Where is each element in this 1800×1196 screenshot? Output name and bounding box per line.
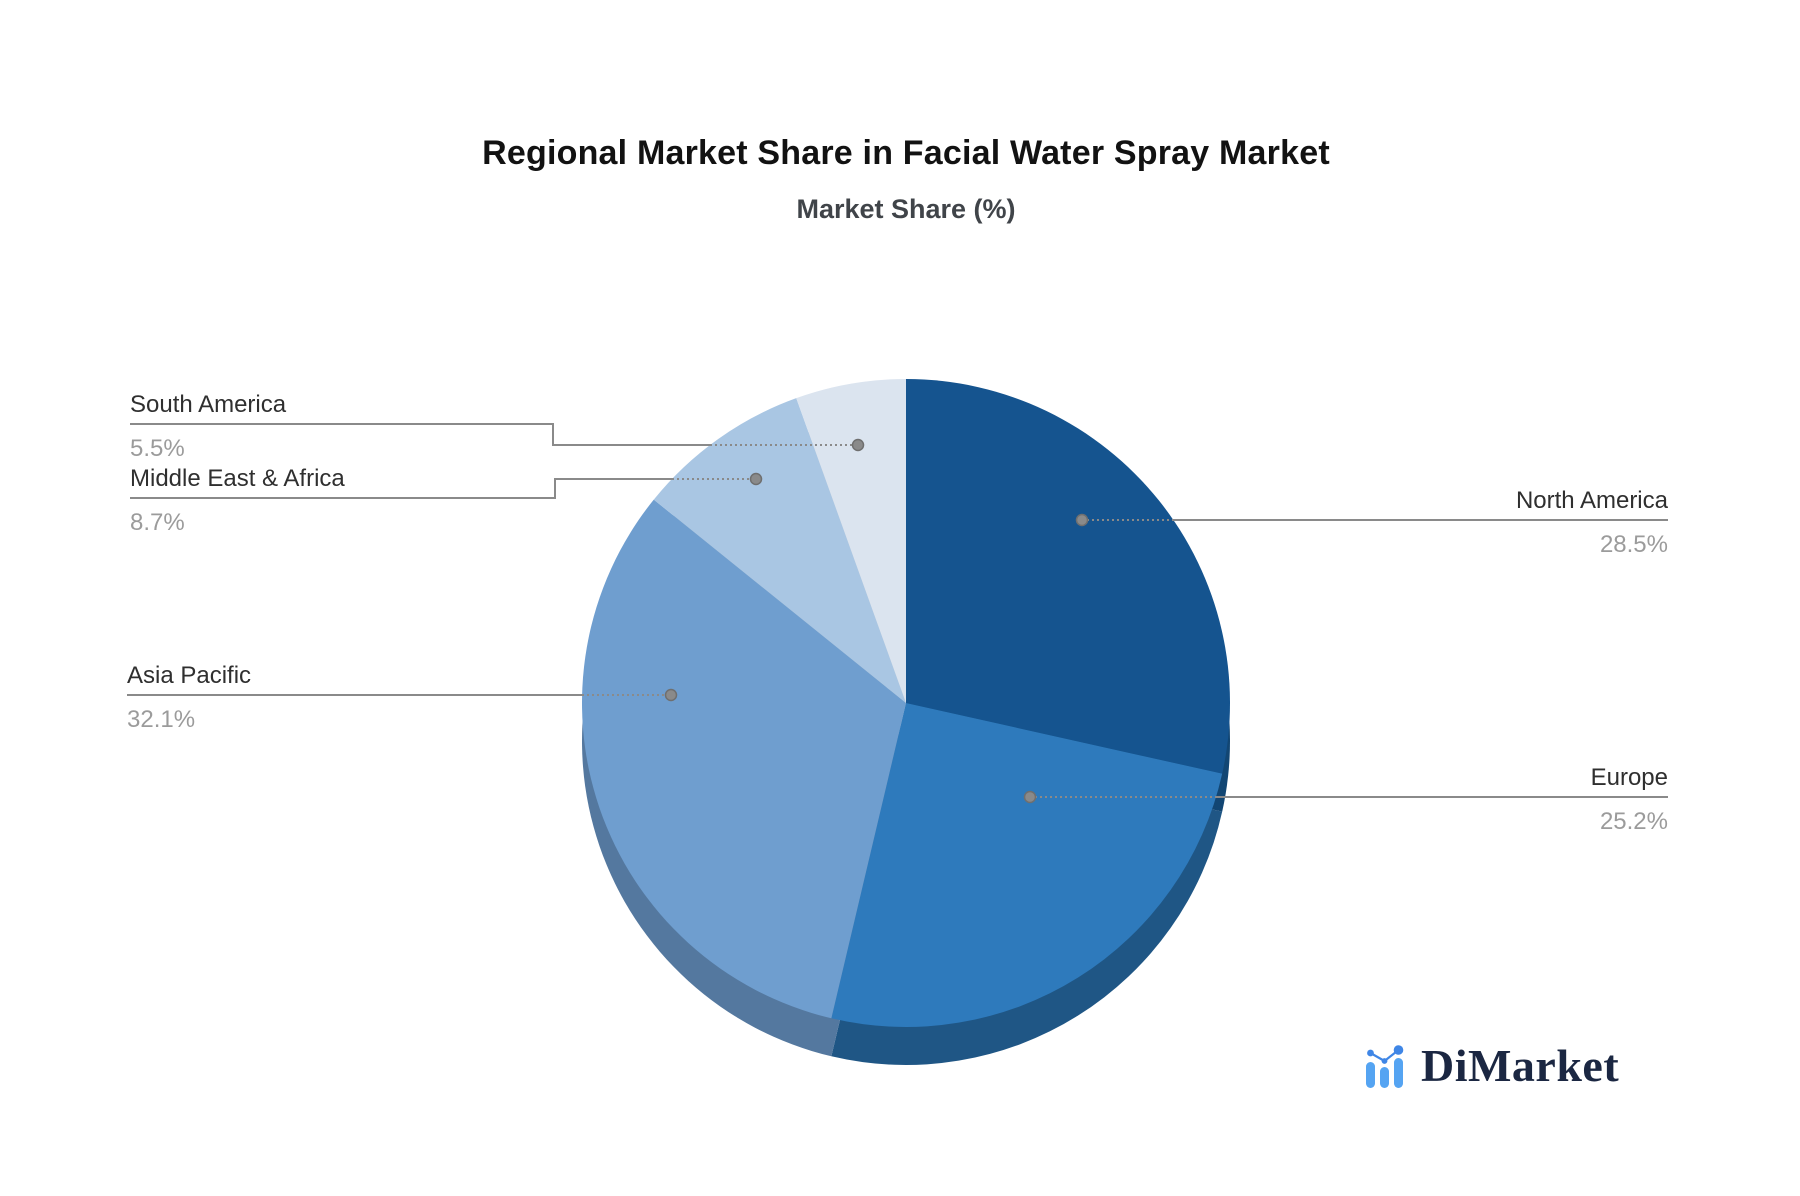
brand-logo: DiMarket — [1362, 1042, 1619, 1090]
slice-label-south-america: South America — [130, 391, 287, 418]
chart-title: Regional Market Share in Facial Water Sp… — [482, 134, 1330, 172]
slice-label-europe: Europe — [1590, 764, 1668, 791]
bar-line-chart-icon — [1366, 1045, 1404, 1088]
chart-subtitle: Market Share (%) — [796, 194, 1016, 224]
pie-slice-asia-pacific[interactable] — [581, 499, 906, 1019]
brand-logo-text: DiMarket — [1421, 1040, 1620, 1091]
leader-line — [130, 478, 672, 499]
leader-dot-middle-east-africa — [749, 472, 763, 486]
slice-percent-middle-east-africa: 8.7% — [130, 509, 185, 536]
leader-dot-south-america — [851, 438, 865, 452]
leader-line — [130, 423, 710, 446]
leader-dot-asia-pacific — [664, 688, 678, 702]
slice-label-asia-pacific: Asia Pacific — [127, 662, 252, 689]
slice-percent-south-america: 5.5% — [130, 435, 185, 462]
leader-dot-north-america — [1075, 513, 1089, 527]
pie-slice-south-america[interactable] — [796, 379, 906, 703]
pie-slice-north-america[interactable] — [906, 379, 1231, 774]
slice-label-north-america: North America — [1515, 487, 1668, 514]
slice-label-middle-east-africa: Middle East & Africa — [130, 465, 345, 492]
slice-percent-north-america: 28.5% — [1599, 531, 1668, 558]
pie-slice-europe[interactable] — [831, 703, 1223, 1027]
pie-slice-middle-east-africa[interactable] — [653, 398, 906, 703]
slice-percent-europe: 25.2% — [1599, 808, 1668, 835]
slice-percent-asia-pacific: 32.1% — [127, 706, 196, 733]
leader-dot-europe — [1023, 790, 1037, 804]
